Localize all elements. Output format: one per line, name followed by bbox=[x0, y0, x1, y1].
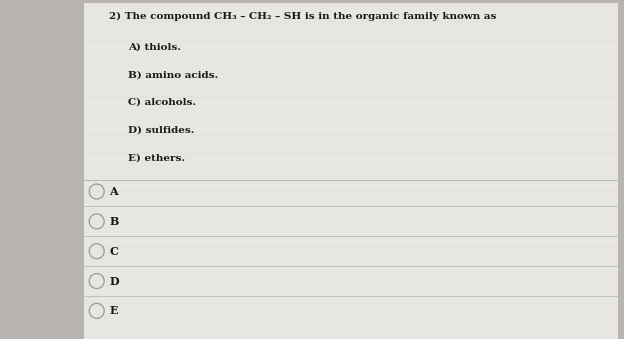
Text: 2) The compound CH₃ – CH₂ – SH is in the organic family known as: 2) The compound CH₃ – CH₂ – SH is in the… bbox=[109, 12, 497, 21]
Text: B: B bbox=[109, 216, 119, 227]
Text: E) ethers.: E) ethers. bbox=[128, 154, 185, 163]
Text: E: E bbox=[109, 305, 118, 316]
Text: D: D bbox=[109, 276, 119, 286]
Text: C: C bbox=[109, 246, 118, 257]
FancyBboxPatch shape bbox=[84, 3, 618, 339]
Text: A) thiols.: A) thiols. bbox=[128, 42, 181, 52]
Text: C) alcohols.: C) alcohols. bbox=[128, 98, 196, 107]
Text: B) amino acids.: B) amino acids. bbox=[128, 70, 218, 79]
Text: A: A bbox=[109, 186, 118, 197]
Text: D) sulfides.: D) sulfides. bbox=[128, 126, 195, 135]
